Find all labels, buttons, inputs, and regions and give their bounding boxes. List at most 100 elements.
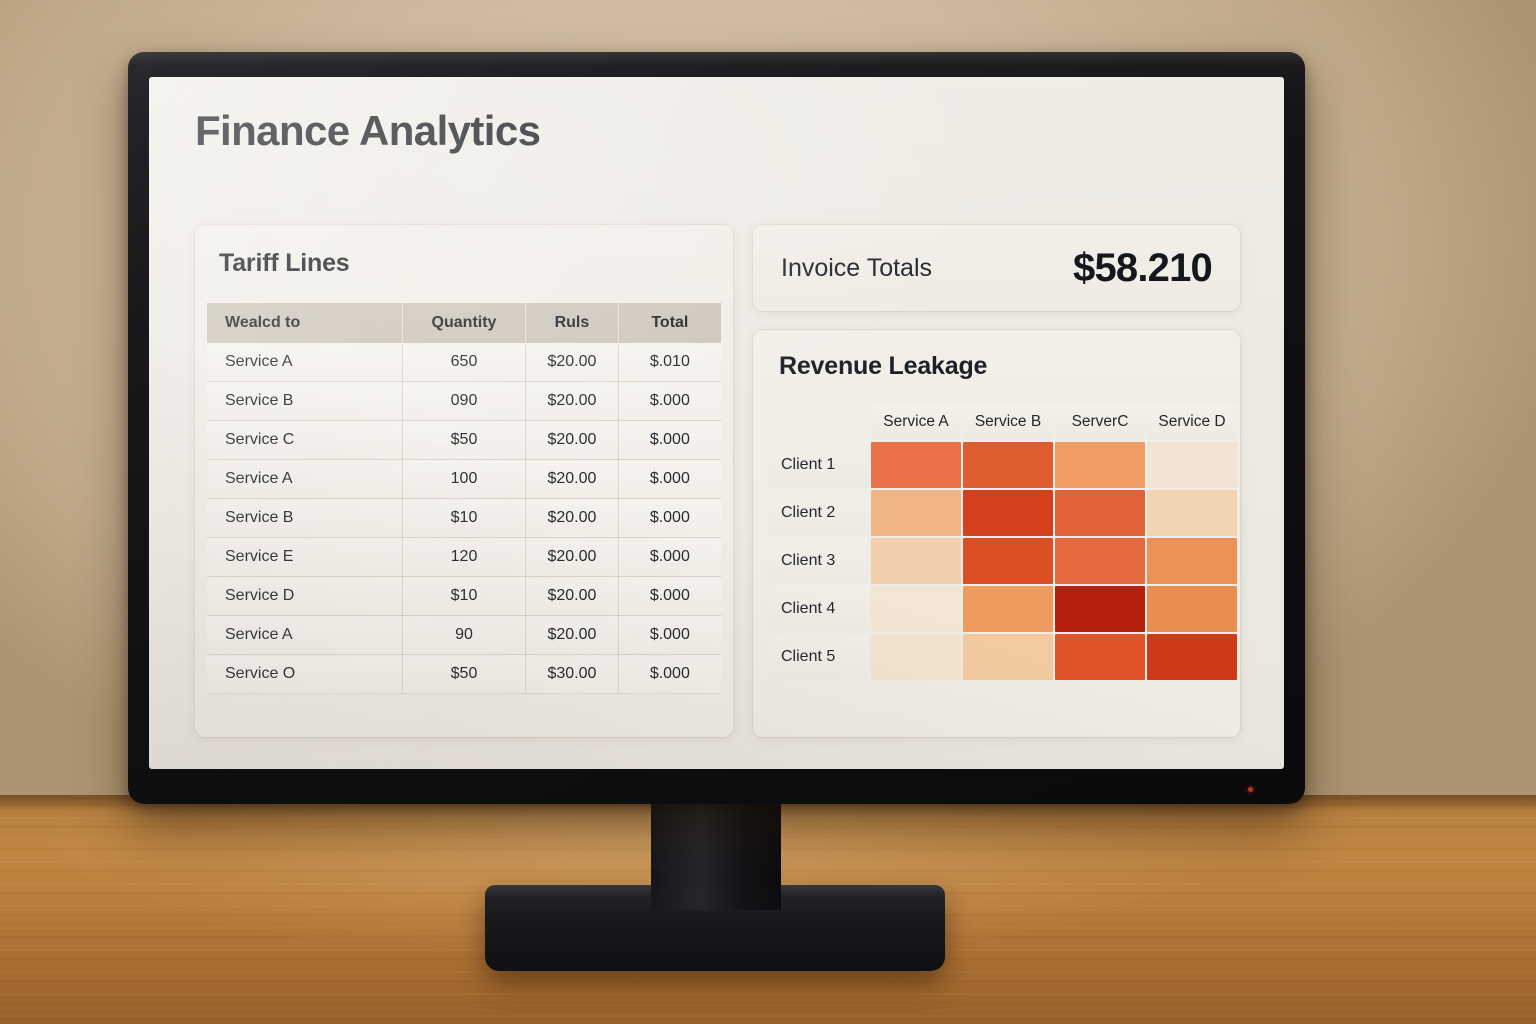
tariff-lines-card: Tariff Lines Wealcd to Quantity Ruls Tot… — [195, 225, 733, 737]
cell-ruls: $20.00 — [525, 537, 619, 577]
heatmap-cell[interactable] — [871, 538, 961, 584]
cell-ruls: $20.00 — [525, 420, 619, 460]
heatmap-cell[interactable] — [1055, 538, 1145, 584]
heatmap-row: Client 5 — [769, 634, 1237, 680]
table-header-row: Wealcd to Quantity Ruls Total — [207, 303, 721, 343]
heatmap-col-header[interactable]: Service D — [1147, 404, 1237, 440]
heatmap-row: Client 3 — [769, 538, 1237, 584]
revenue-leakage-card: Revenue Leakage Service A Service B Server… — [753, 330, 1240, 737]
cell-ruls: $20.00 — [525, 498, 619, 538]
heatmap-cell[interactable] — [871, 442, 961, 488]
monitor-screen: Finance Analytics Tariff Lines Wealcd to… — [149, 77, 1284, 769]
cell-total: $.010 — [618, 343, 721, 382]
column-header-service[interactable]: Wealcd to — [207, 303, 403, 343]
heatmap-col-header[interactable]: Service B — [963, 404, 1053, 440]
power-led-icon — [1248, 787, 1253, 792]
cell-ruls: $20.00 — [525, 381, 619, 421]
heatmap-row: Client 1 — [769, 442, 1237, 488]
heatmap-cell[interactable] — [963, 586, 1053, 632]
heatmap-header-row: Service A Service B ServerC Service D — [769, 404, 1237, 440]
heatmap-row-header[interactable]: Client 4 — [769, 586, 869, 632]
heatmap-cell[interactable] — [1147, 634, 1237, 680]
heatmap-row-header[interactable]: Client 3 — [769, 538, 869, 584]
invoice-totals-value: $58.210 — [1073, 245, 1213, 290]
tariff-lines-body: Service A 650 $20.00 $.010 Service B 090 $20.0… — [207, 343, 721, 694]
heatmap-cell[interactable] — [871, 490, 961, 536]
heatmap-row: Client 2 — [769, 490, 1237, 536]
heatmap-row-header[interactable]: Client 1 — [769, 442, 869, 488]
heatmap-col-header[interactable]: Service A — [871, 404, 961, 440]
cell-quantity: $50 — [402, 420, 527, 460]
heatmap-cell[interactable] — [871, 634, 961, 680]
heatmap-cell[interactable] — [963, 490, 1053, 536]
heatmap-cell[interactable] — [963, 442, 1053, 488]
cell-service: Service A — [207, 615, 403, 655]
cell-total: $.000 — [618, 654, 721, 694]
cell-service: Service A — [207, 343, 403, 382]
table-row[interactable]: Service A 650 $20.00 $.010 — [207, 343, 721, 382]
table-row[interactable]: Service O $50 $30.00 $.000 — [207, 654, 721, 694]
table-row[interactable]: Service E 120 $20.00 $.000 — [207, 537, 721, 577]
cell-ruls: $20.00 — [525, 576, 619, 616]
column-header-total[interactable]: Total — [618, 303, 721, 343]
heatmap-body: Client 1 Client 2 Client 3 Client 4 Client 5 — [769, 442, 1237, 680]
cell-quantity: $10 — [402, 576, 527, 616]
table-row[interactable]: Service A 100 $20.00 $.000 — [207, 459, 721, 499]
table-row[interactable]: Service C $50 $20.00 $.000 — [207, 420, 721, 460]
cell-ruls: $20.00 — [525, 343, 619, 382]
cell-ruls: $30.00 — [525, 654, 619, 694]
revenue-leakage-title: Revenue Leakage — [779, 352, 988, 380]
cell-total: $.000 — [618, 459, 721, 499]
cell-total: $.000 — [618, 498, 721, 538]
heatmap-cell[interactable] — [1055, 442, 1145, 488]
cell-quantity: 650 — [402, 343, 527, 382]
cell-quantity: 090 — [402, 381, 527, 421]
cell-quantity: $50 — [402, 654, 527, 694]
heatmap-col-header[interactable]: ServerC — [1055, 404, 1145, 440]
table-row[interactable]: Service A 90 $20.00 $.000 — [207, 615, 721, 655]
heatmap-cell[interactable] — [871, 586, 961, 632]
dashboard-page: Finance Analytics Tariff Lines Wealcd to… — [149, 77, 1284, 769]
monitor-bezel: Finance Analytics Tariff Lines Wealcd to… — [128, 52, 1305, 804]
tariff-lines-title: Tariff Lines — [219, 249, 350, 277]
cell-quantity: $10 — [402, 498, 527, 538]
cell-quantity: 100 — [402, 459, 527, 499]
cell-service: Service B — [207, 381, 403, 421]
invoice-totals-card: Invoice Totals $58.210 — [753, 225, 1240, 311]
monitor-stand-neck — [651, 800, 781, 910]
cell-total: $.000 — [618, 537, 721, 577]
heatmap-cell[interactable] — [1055, 586, 1145, 632]
heatmap-row: Client 4 — [769, 586, 1237, 632]
cell-service: Service B — [207, 498, 403, 538]
heatmap-cell[interactable] — [1055, 490, 1145, 536]
heatmap-cell[interactable] — [1055, 634, 1145, 680]
cell-service: Service O — [207, 654, 403, 694]
table-row[interactable]: Service B $10 $20.00 $.000 — [207, 498, 721, 538]
cell-ruls: $20.00 — [525, 615, 619, 655]
column-header-quantity[interactable]: Quantity — [402, 303, 527, 343]
cell-ruls: $20.00 — [525, 459, 619, 499]
cell-quantity: 90 — [402, 615, 527, 655]
heatmap-cell[interactable] — [1147, 442, 1237, 488]
cell-total: $.000 — [618, 615, 721, 655]
revenue-leakage-heatmap: Service A Service B ServerC Service D Clien… — [767, 402, 1239, 682]
heatmap-cell[interactable] — [1147, 586, 1237, 632]
heatmap-row-header[interactable]: Client 2 — [769, 490, 869, 536]
cell-service: Service C — [207, 420, 403, 460]
cell-total: $.000 — [618, 381, 721, 421]
column-header-ruls[interactable]: Ruls — [525, 303, 619, 343]
page-title: Finance Analytics — [195, 107, 541, 154]
table-row[interactable]: Service B 090 $20.00 $.000 — [207, 381, 721, 421]
cell-quantity: 120 — [402, 537, 527, 577]
heatmap-corner-cell — [769, 404, 869, 440]
cell-service: Service D — [207, 576, 403, 616]
heatmap-row-header[interactable]: Client 5 — [769, 634, 869, 680]
heatmap-cell[interactable] — [1147, 538, 1237, 584]
heatmap-cell[interactable] — [963, 538, 1053, 584]
heatmap-cell[interactable] — [963, 634, 1053, 680]
heatmap-cell[interactable] — [1147, 490, 1237, 536]
cell-service: Service E — [207, 537, 403, 577]
table-row[interactable]: Service D $10 $20.00 $.000 — [207, 576, 721, 616]
